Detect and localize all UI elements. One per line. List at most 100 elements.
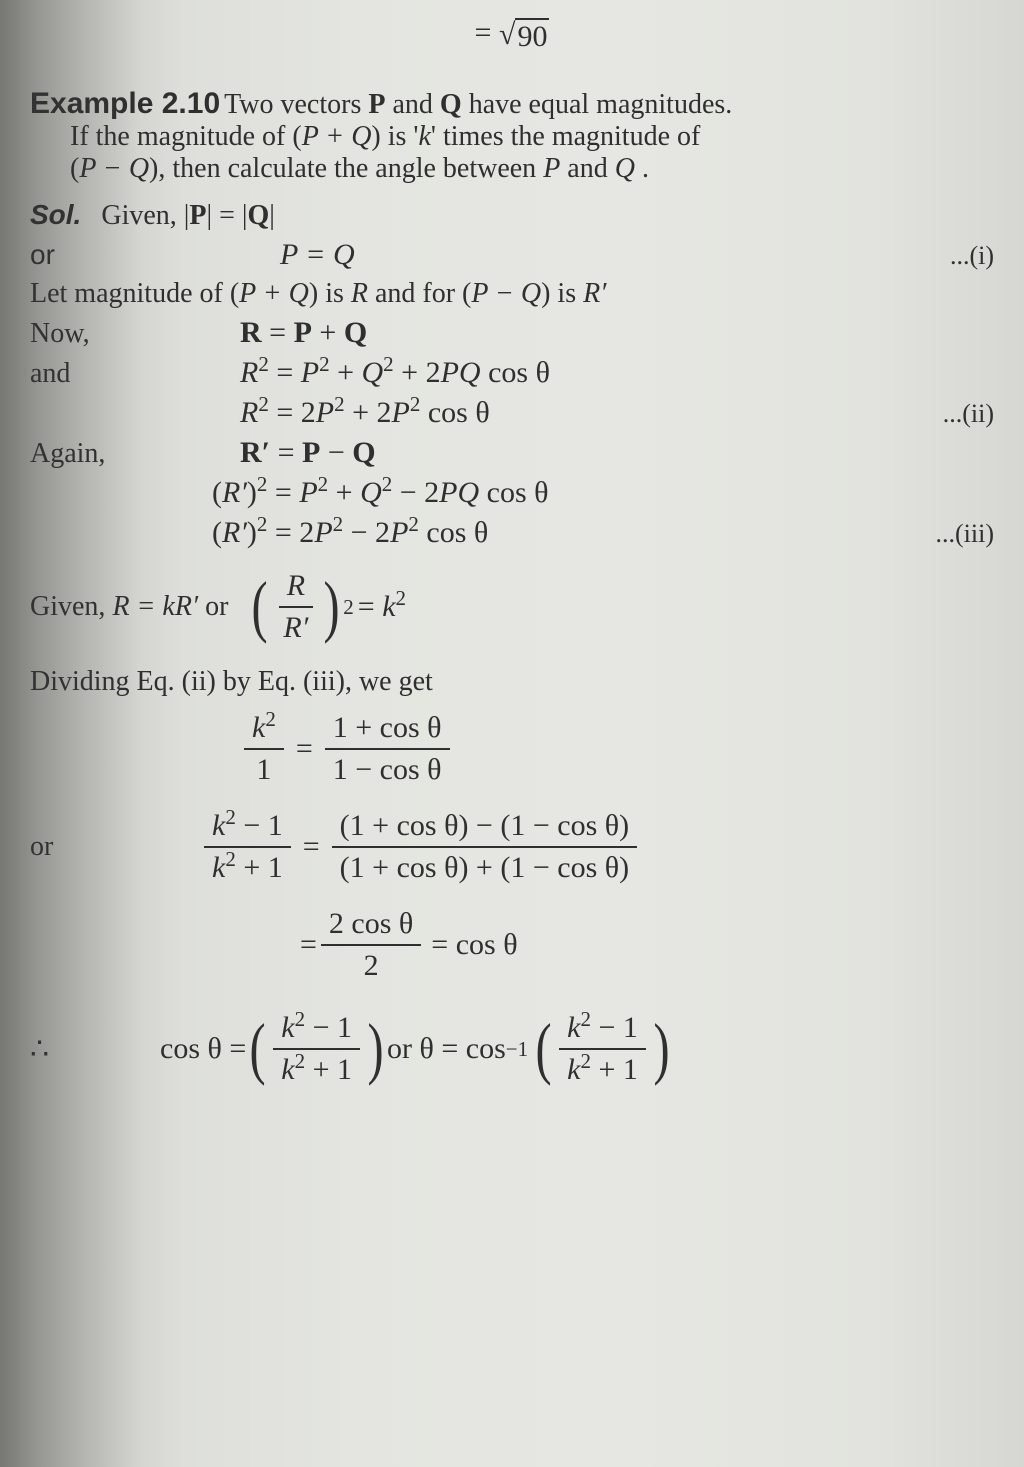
- example-label: Example 2.10: [30, 87, 220, 120]
- text: If the magnitude of (: [70, 121, 302, 152]
- eq-R2b: R2 = 2P2 + 2P2 cos θ: [240, 396, 490, 430]
- or2-label: or: [30, 831, 180, 863]
- text: have equal magnitudes.: [462, 89, 733, 120]
- text: ) is ': [371, 121, 418, 152]
- Q: Q: [344, 316, 367, 349]
- or-label: or: [30, 239, 180, 271]
- vector-P: P: [368, 89, 385, 120]
- again-label: Again,: [30, 438, 180, 470]
- and-label: and: [30, 358, 180, 390]
- text: ) is: [541, 278, 583, 309]
- example-heading: Example 2.10 Two vectors P and Q have eq…: [30, 87, 994, 121]
- eq: =: [270, 436, 302, 469]
- plus: +: [312, 316, 344, 349]
- minus: −: [320, 436, 352, 469]
- var-Q: Q: [615, 153, 635, 184]
- text: and for (: [368, 278, 471, 309]
- eq-iii: (R′)2 = 2P2 − 2P2 cos θ ...(iii): [30, 516, 994, 550]
- sol-label: Sol.: [30, 199, 81, 231]
- num: 2 cos θ: [321, 904, 421, 946]
- text: ) is: [309, 278, 351, 309]
- eq: =: [262, 316, 294, 349]
- eq-Rp2a-line: (R′)2 = P2 + Q2 − 2PQ cos θ: [30, 476, 994, 510]
- eq1: R = kR′: [112, 591, 198, 622]
- vec-Q: Q: [248, 200, 270, 231]
- final-eq: cos θ = ( k2 − 1 k2 + 1 ) or θ = cos−1 (…: [160, 1008, 673, 1090]
- num: R: [279, 566, 313, 608]
- rnum: (1 + cos θ) − (1 − cos θ): [332, 806, 637, 848]
- var-P: P: [543, 153, 560, 184]
- therefore-icon: ∴: [30, 1032, 90, 1067]
- lhs: cos θ =: [160, 1032, 246, 1066]
- R: R: [240, 316, 262, 349]
- rden: (1 + cos θ) + (1 − cos θ): [332, 848, 637, 888]
- text: | = |: [207, 200, 248, 231]
- equals-sign: =: [475, 16, 492, 49]
- rden: 1 − cos θ: [325, 750, 450, 790]
- text: (: [70, 153, 79, 184]
- var-R: R: [351, 278, 368, 309]
- eq-R2a: R2 = P2 + Q2 + 2PQ cos θ: [240, 356, 550, 390]
- given-2-line: Given, R = kR′ or ( R R′ )2 = k2: [30, 566, 994, 648]
- textbook-page: = √ 90 Example 2.10 Two vectors P and Q …: [0, 0, 1024, 1467]
- again-line: Again, R′ = P − Q: [30, 436, 994, 470]
- text: Two vectors: [224, 89, 368, 120]
- frac-eq-2: or k2 − 1 k2 + 1 = (1 + cos θ) − (1 − co…: [30, 806, 994, 888]
- vec-P: P: [189, 200, 206, 231]
- sqrt-icon: √ 90: [499, 18, 549, 53]
- let-line: Let magnitude of (P + Q) is R and for (P…: [30, 278, 994, 310]
- expr: P + Q: [239, 278, 309, 309]
- and-line: and R2 = P2 + Q2 + 2PQ cos θ: [30, 356, 994, 390]
- given2: Given, R = kR′ or: [30, 591, 228, 623]
- frac-eq-1: k2 1 = 1 + cos θ 1 − cos θ: [30, 708, 994, 790]
- or: or: [198, 591, 228, 622]
- eq-Rp2a: (R′)2 = P2 + Q2 − 2PQ cos θ: [212, 476, 549, 510]
- text: Given, |: [101, 200, 189, 231]
- expr: P + Q: [302, 121, 372, 152]
- var-Rprime: R′: [583, 278, 606, 309]
- den: 2: [356, 946, 387, 986]
- text: ), then calculate the angle between: [149, 153, 543, 184]
- eq: =: [296, 732, 313, 766]
- text: ' times the magnitude of: [431, 121, 700, 152]
- now-label: Now,: [30, 318, 180, 350]
- Rp: R′: [240, 436, 270, 469]
- eq-Rprime: R′ = P − Q: [240, 436, 376, 470]
- eq-P-equals-Q: P = Q: [280, 238, 355, 272]
- var-k: k: [418, 121, 430, 152]
- dividing-line: Dividing Eq. (ii) by Eq. (iii), we get: [30, 666, 994, 698]
- eq-number-ii: ...(ii): [943, 399, 994, 429]
- top-equation: = √ 90: [30, 16, 994, 53]
- frac-R-Rp-squared: ( R R′ )2 = k2: [248, 566, 406, 648]
- text: |: [269, 200, 275, 231]
- den: R′: [275, 608, 316, 648]
- eq-Rp2b: (R′)2 = 2P2 − 2P2 cos θ: [212, 516, 488, 550]
- Q: Q: [352, 436, 375, 469]
- eq-R: R = P + Q: [240, 316, 367, 350]
- or-text: or θ = cos: [387, 1032, 506, 1066]
- problem-line-2: If the magnitude of (P + Q) is 'k' times…: [70, 121, 994, 153]
- eq-ii: R2 = 2P2 + 2P2 cos θ ...(ii): [30, 396, 994, 430]
- eq: =: [300, 928, 317, 962]
- text: .: [635, 153, 649, 184]
- step-3: = 2 cos θ 2 = cos θ: [30, 904, 994, 986]
- frac1: k2 1 = 1 + cos θ 1 − cos θ: [240, 708, 454, 790]
- expr: P − Q: [471, 278, 541, 309]
- text: Given,: [30, 591, 112, 622]
- rnum: 1 + cos θ: [325, 708, 450, 750]
- eq-number-i: ...(i): [950, 241, 994, 271]
- eq-i: or P = Q ...(i): [30, 238, 994, 272]
- problem-line-1: Two vectors P and Q have equal magnitude…: [224, 89, 732, 120]
- expr: P − Q: [79, 153, 149, 184]
- tail: = cos θ: [431, 928, 517, 962]
- final-line: ∴ cos θ = ( k2 − 1 k2 + 1 ) or θ = cos−1…: [30, 1008, 994, 1090]
- text: Let magnitude of (: [30, 278, 239, 309]
- sqrt-argument: 90: [515, 18, 549, 53]
- given-text: Given, |P| = |Q|: [101, 200, 275, 232]
- den: 1: [248, 750, 279, 790]
- text: and: [385, 89, 439, 120]
- vector-Q: Q: [440, 89, 462, 120]
- solution-line: Sol. Given, |P| = |Q|: [30, 199, 994, 232]
- text: and: [560, 153, 614, 184]
- P: P: [294, 316, 312, 349]
